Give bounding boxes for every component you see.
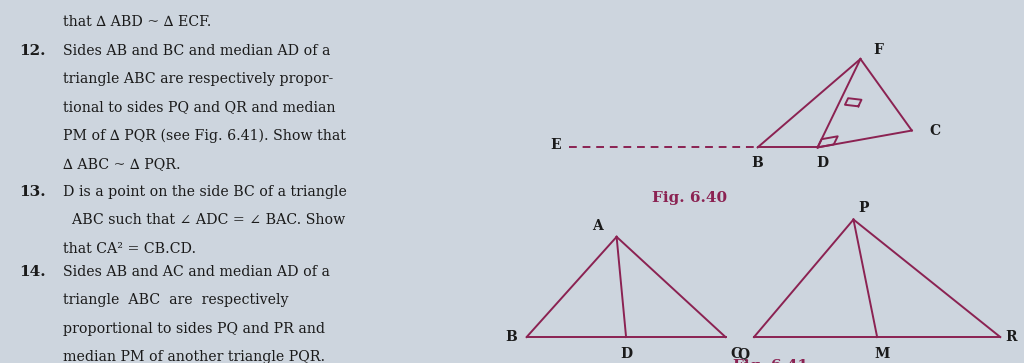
Text: Sides AB and AC and median AD of a: Sides AB and AC and median AD of a bbox=[63, 265, 330, 279]
Text: tional to sides PQ and QR and median: tional to sides PQ and QR and median bbox=[63, 100, 336, 114]
Text: proportional to sides PQ and PR and: proportional to sides PQ and PR and bbox=[63, 322, 325, 336]
Text: Sides AB and BC and median AD of a: Sides AB and BC and median AD of a bbox=[63, 44, 331, 58]
Text: C: C bbox=[929, 123, 940, 138]
Text: B: B bbox=[752, 156, 764, 170]
Text: ∆ ABC ~ ∆ PQR.: ∆ ABC ~ ∆ PQR. bbox=[63, 157, 180, 171]
Text: 12.: 12. bbox=[19, 44, 46, 58]
Text: A: A bbox=[592, 219, 602, 233]
Text: Fig. 6.40: Fig. 6.40 bbox=[651, 191, 727, 205]
Text: that CA² = CB.CD.: that CA² = CB.CD. bbox=[63, 242, 197, 256]
Text: D: D bbox=[620, 347, 632, 362]
Text: 14.: 14. bbox=[19, 265, 46, 279]
Text: triangle ABC are respectively propor-: triangle ABC are respectively propor- bbox=[63, 72, 333, 86]
Text: B: B bbox=[506, 330, 517, 344]
Text: ABC such that ∠ ADC = ∠ BAC. Show: ABC such that ∠ ADC = ∠ BAC. Show bbox=[63, 213, 345, 228]
Text: E: E bbox=[550, 138, 561, 152]
Text: D: D bbox=[816, 156, 828, 170]
Text: triangle  ABC  are  respectively: triangle ABC are respectively bbox=[63, 293, 289, 307]
Text: R: R bbox=[1005, 330, 1017, 344]
Text: Q: Q bbox=[737, 347, 750, 362]
Text: M: M bbox=[874, 347, 890, 362]
Text: D is a point on the side BC of a triangle: D is a point on the side BC of a triangl… bbox=[63, 185, 347, 199]
Text: Fig. 6.41: Fig. 6.41 bbox=[733, 359, 808, 363]
Text: median PM of another triangle PQR.: median PM of another triangle PQR. bbox=[63, 350, 326, 363]
Text: P: P bbox=[858, 201, 868, 215]
Text: C: C bbox=[730, 347, 741, 362]
Text: 13.: 13. bbox=[19, 185, 46, 199]
Text: that ∆ ABD ~ ∆ ECF.: that ∆ ABD ~ ∆ ECF. bbox=[63, 15, 211, 29]
Text: F: F bbox=[873, 43, 883, 57]
Text: PM of ∆ PQR (see Fig. 6.41). Show that: PM of ∆ PQR (see Fig. 6.41). Show that bbox=[63, 129, 346, 143]
